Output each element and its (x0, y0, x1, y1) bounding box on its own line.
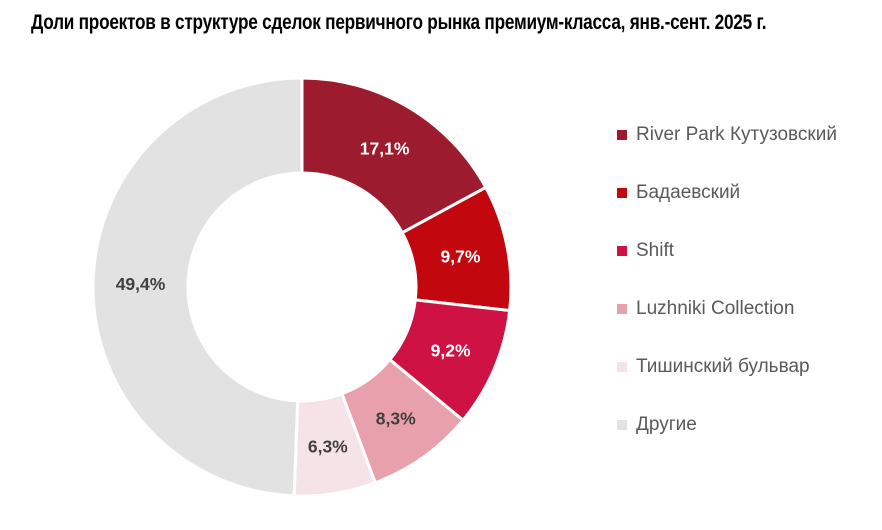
legend-label: Бадаевский (636, 182, 741, 203)
donut-segment-label-1: 9,7% (441, 246, 481, 266)
donut-segment-label-2: 9,2% (431, 340, 471, 360)
donut-segment-label-5: 49,4% (116, 274, 166, 294)
legend-item-4: Тишинский бульвар (617, 353, 837, 381)
legend-swatch-icon (617, 420, 627, 430)
legend-swatch-icon (617, 246, 627, 256)
donut-segment-5 (91, 76, 304, 498)
donut-segment-label-4: 6,3% (308, 437, 348, 457)
legend-item-0: River Park Кутузовский (617, 121, 837, 149)
legend-item-5: Другие (617, 411, 837, 439)
donut-segment-label-3: 8,3% (376, 409, 416, 429)
legend-swatch-icon (617, 130, 627, 140)
legend-swatch-icon (617, 362, 627, 372)
donut-segment-label-0: 17,1% (360, 138, 410, 158)
legend-label: Luzhniki Collection (636, 298, 795, 319)
legend-label: Shift (636, 240, 675, 261)
legend-label: River Park Кутузовский (636, 124, 837, 145)
legend-item-1: Бадаевский (617, 179, 837, 207)
legend: River Park Кутузовский Бадаевский Shift Luz… (617, 121, 837, 439)
legend-item-3: Luzhniki Collection (617, 295, 837, 323)
legend-swatch-icon (617, 304, 627, 314)
legend-swatch-icon (617, 188, 627, 198)
chart-title: Доли проектов в структуре сделок первичн… (31, 11, 767, 34)
legend-label: Тишинский бульвар (636, 356, 810, 377)
donut-segment-0 (300, 76, 488, 235)
legend-label: Другие (636, 414, 697, 435)
legend-item-2: Shift (617, 237, 837, 265)
